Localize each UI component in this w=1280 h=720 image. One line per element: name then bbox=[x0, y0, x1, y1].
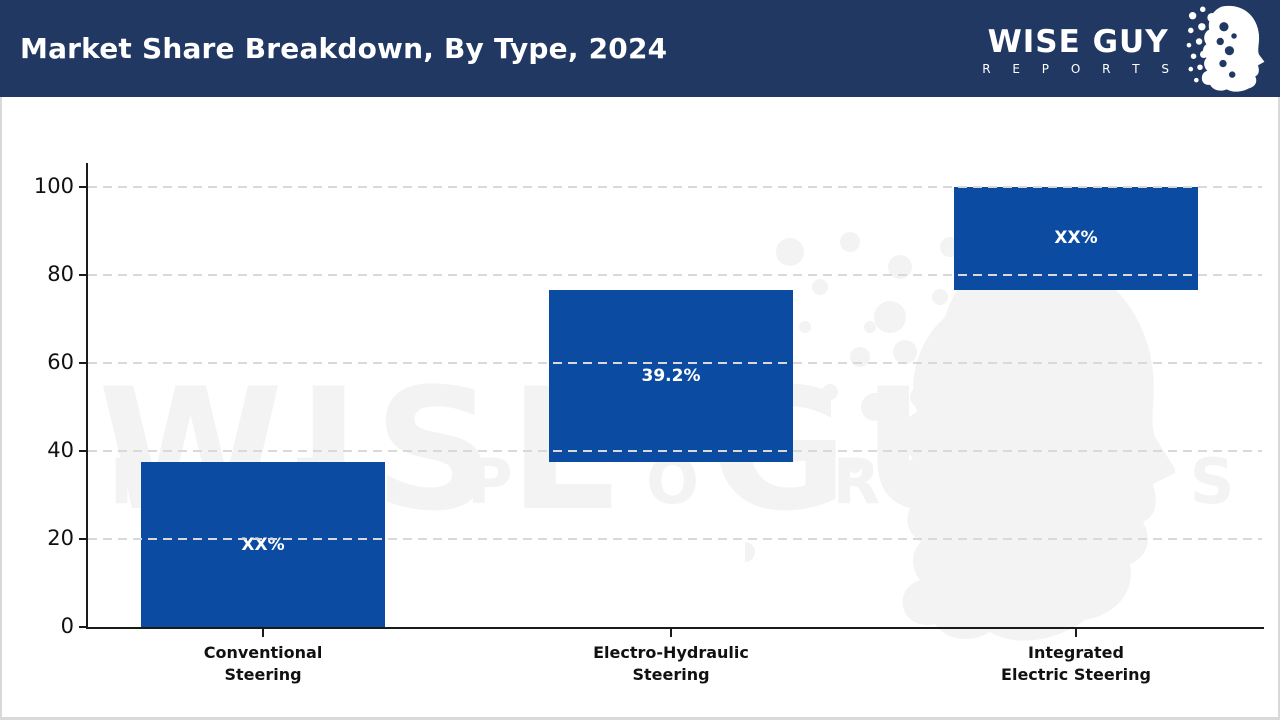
x-category-label-1: Conventional Steering bbox=[203, 643, 323, 684]
bar-segment-3: XX% bbox=[954, 187, 1198, 290]
bar-value-label: XX% bbox=[1054, 228, 1098, 249]
y-tick-mark-0 bbox=[79, 626, 87, 628]
gridline-100 bbox=[88, 186, 1262, 188]
y-tick-label-80: 80 bbox=[47, 262, 74, 286]
y-tick-mark-20 bbox=[79, 538, 87, 540]
gridline-40 bbox=[88, 450, 1262, 452]
y-tick-mark-80 bbox=[79, 274, 87, 276]
x-tick-mark-3 bbox=[1075, 629, 1077, 637]
gridline-60 bbox=[88, 362, 1262, 364]
gridline-20 bbox=[88, 538, 1262, 540]
gridline-80 bbox=[88, 274, 1262, 276]
x-tick-mark-1 bbox=[262, 629, 264, 637]
wise-guy-logo: WISE GUY R E P O R T S bbox=[978, 0, 1266, 97]
x-category-label-3: Integrated Electric Steering bbox=[1001, 643, 1151, 684]
y-axis-line bbox=[86, 163, 88, 629]
y-tick-mark-60 bbox=[79, 362, 87, 364]
logo-wordmark: WISE GUY bbox=[987, 23, 1169, 60]
header-bar: Market Share Breakdown, By Type, 2024 WI… bbox=[0, 0, 1280, 97]
watermark-face-icon bbox=[735, 222, 1177, 656]
logo-face-icon bbox=[1180, 1, 1266, 97]
logo-text: WISE GUY R E P O R T S bbox=[978, 23, 1178, 76]
y-tick-label-0: 0 bbox=[60, 614, 74, 638]
bar-segment-1: XX% bbox=[141, 462, 385, 627]
bar-segment-2: 39.2% bbox=[549, 289, 793, 463]
x-tick-mark-2 bbox=[670, 629, 672, 637]
logo-subtitle: R E P O R T S bbox=[982, 61, 1178, 76]
x-axis-line bbox=[86, 627, 1264, 629]
y-tick-mark-40 bbox=[79, 450, 87, 452]
y-tick-label-100: 100 bbox=[33, 174, 74, 198]
bar-value-label: 39.2% bbox=[641, 366, 701, 387]
x-category-label-2: Electro-Hydraulic Steering bbox=[593, 643, 749, 684]
y-tick-mark-100 bbox=[79, 186, 87, 188]
chart-title: Market Share Breakdown, By Type, 2024 bbox=[20, 32, 668, 65]
y-tick-label-60: 60 bbox=[47, 350, 74, 374]
y-tick-label-40: 40 bbox=[47, 438, 74, 462]
y-tick-label-20: 20 bbox=[47, 526, 74, 550]
chart-area: WISE GUY R E P O R T S bbox=[0, 97, 1280, 720]
